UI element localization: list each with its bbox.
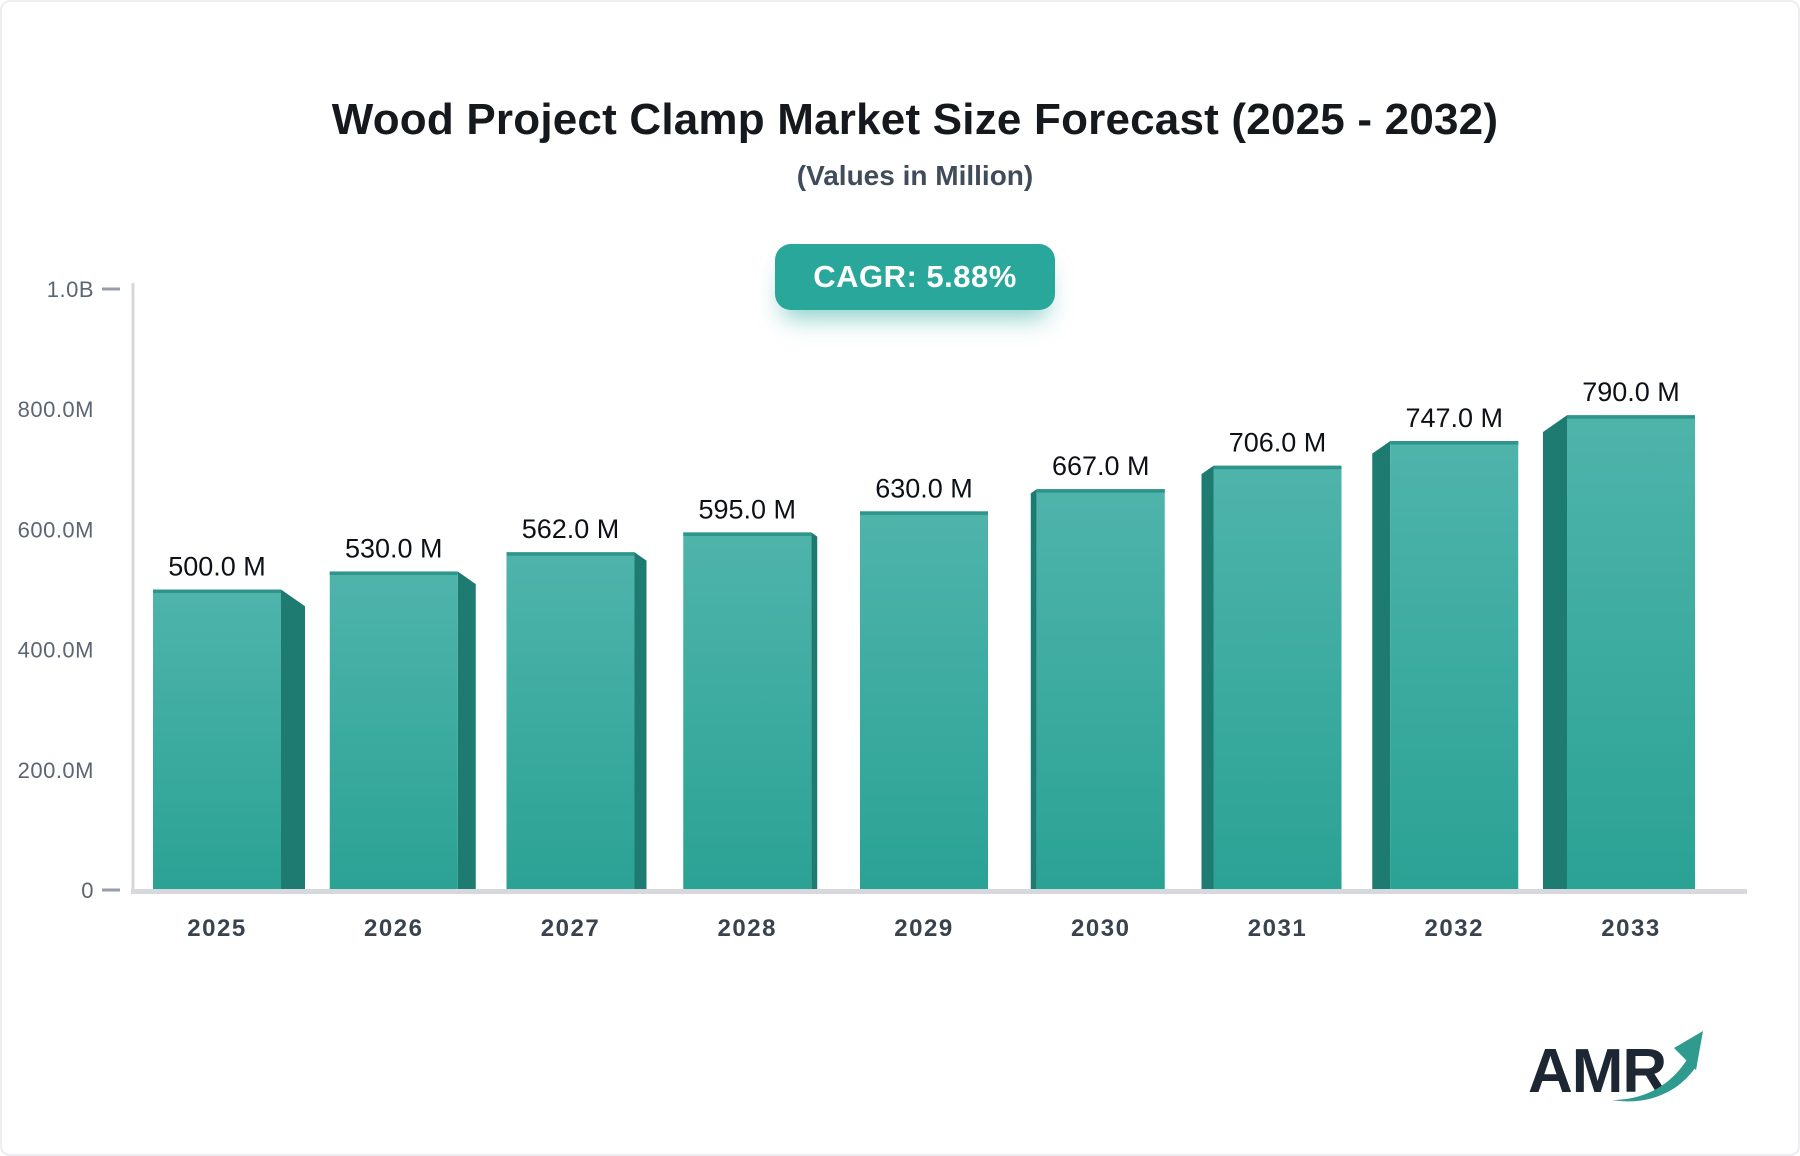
bar-value-label: 530.0 M bbox=[345, 533, 443, 563]
bar-front-face bbox=[1213, 465, 1342, 890]
bar-side-face bbox=[1030, 489, 1037, 890]
bar-front-face bbox=[506, 552, 635, 890]
bar-2029[interactable] bbox=[860, 511, 988, 890]
bar-top-edge bbox=[1036, 489, 1165, 493]
bar-side-face bbox=[457, 571, 476, 890]
bar-2028[interactable] bbox=[683, 532, 818, 890]
bar-2026[interactable] bbox=[329, 571, 476, 890]
bar-value-label: 562.0 M bbox=[522, 514, 620, 544]
y-axis-label: 1.0B bbox=[47, 277, 94, 302]
bar-top-edge bbox=[506, 552, 635, 556]
bar-2030[interactable] bbox=[1030, 489, 1165, 890]
y-axis-label: 0 bbox=[81, 878, 94, 903]
y-axis-label: 800.0M bbox=[18, 397, 94, 422]
x-axis-label: 2027 bbox=[541, 915, 600, 942]
x-axis-label: 2030 bbox=[1071, 915, 1130, 942]
bar-side-face bbox=[281, 589, 305, 890]
amr-logo: AMR bbox=[1528, 1031, 1728, 1126]
bar-front-face bbox=[329, 571, 458, 890]
bar-front-face bbox=[1567, 415, 1695, 890]
bar-front-face bbox=[1036, 489, 1165, 890]
chart-header: Wood Project Clamp Market Size Forecast … bbox=[42, 2, 1788, 311]
bar-value-label: 595.0 M bbox=[698, 494, 796, 524]
bar-top-edge bbox=[1390, 441, 1519, 445]
cagr-badge: CAGR: 5.88% bbox=[775, 244, 1055, 311]
bar-top-edge bbox=[860, 511, 988, 515]
bar-top-edge bbox=[1213, 465, 1342, 470]
bar-2031[interactable] bbox=[1201, 465, 1342, 890]
bar-front-face bbox=[860, 511, 988, 890]
x-axis-label: 2033 bbox=[1601, 915, 1660, 942]
bar-value-label: 706.0 M bbox=[1229, 428, 1327, 458]
bar-value-label: 747.0 M bbox=[1405, 403, 1503, 433]
bar-2032[interactable] bbox=[1372, 441, 1519, 890]
bar-2033[interactable] bbox=[1543, 415, 1695, 890]
bar-side-face bbox=[1543, 415, 1567, 890]
bar-side-face bbox=[1372, 441, 1391, 890]
bar-side-face bbox=[811, 532, 818, 890]
x-axis-label: 2025 bbox=[187, 915, 246, 942]
y-axis-label: 200.0M bbox=[18, 758, 94, 783]
growth-arrow-icon bbox=[1612, 1031, 1703, 1102]
bar-2027[interactable] bbox=[506, 552, 647, 890]
x-axis-label: 2026 bbox=[364, 915, 423, 942]
bar-value-label: 790.0 M bbox=[1582, 377, 1680, 407]
y-axis-label: 400.0M bbox=[18, 638, 94, 663]
bar-value-label: 630.0 M bbox=[875, 473, 973, 503]
bar-top-edge bbox=[1567, 415, 1695, 419]
bar-value-label: 500.0 M bbox=[168, 552, 266, 582]
y-axis-label: 600.0M bbox=[18, 517, 94, 542]
bar-top-edge bbox=[329, 571, 458, 575]
x-axis-label: 2031 bbox=[1248, 915, 1307, 942]
bar-side-face bbox=[634, 552, 647, 890]
bar-top-edge bbox=[683, 532, 812, 536]
amr-logo-text: AMR bbox=[1528, 1037, 1667, 1106]
chart-title: Wood Project Clamp Market Size Forecast … bbox=[331, 95, 1499, 144]
bar-top-edge bbox=[153, 589, 281, 593]
bar-front-face bbox=[153, 589, 281, 890]
bar-front-face bbox=[683, 532, 812, 890]
bar-front-face bbox=[1390, 441, 1519, 890]
x-axis-label: 2028 bbox=[718, 915, 777, 942]
x-axis-label: 2032 bbox=[1425, 915, 1484, 942]
bar-side-face bbox=[1201, 465, 1214, 890]
bar-value-label: 667.0 M bbox=[1052, 451, 1150, 481]
chart-subtitle: (Values in Million) bbox=[796, 160, 1034, 192]
x-axis-label: 2029 bbox=[894, 915, 953, 942]
bar-2025[interactable] bbox=[153, 589, 305, 891]
